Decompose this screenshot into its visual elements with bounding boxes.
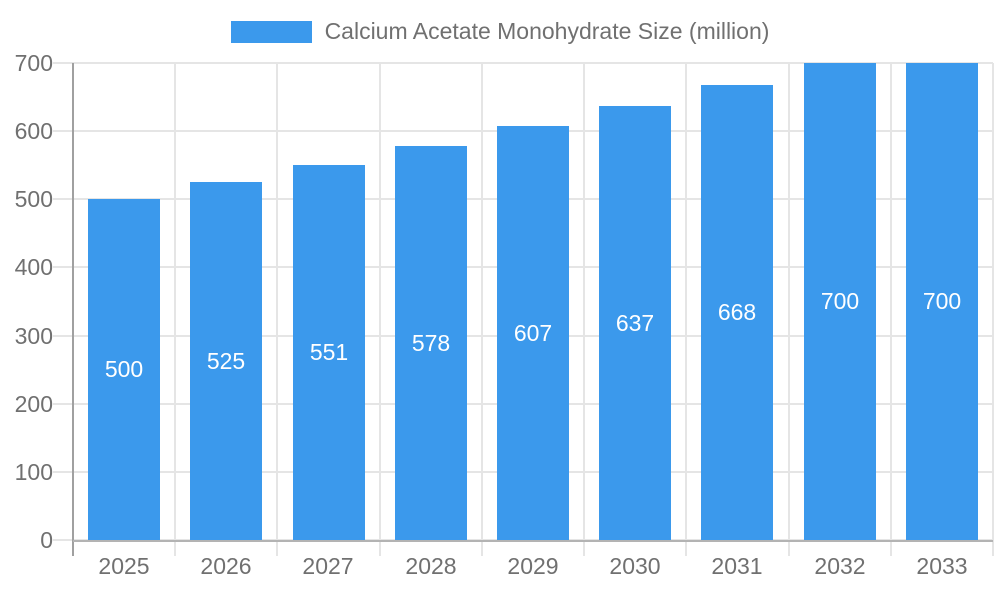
- bar-value-label: 607: [513, 319, 553, 346]
- bar: 637: [599, 106, 671, 540]
- grid-line-v: [685, 63, 687, 556]
- grid-line-v: [788, 63, 790, 556]
- plot-area: 500 525 551 578 607 637 668 700 700: [53, 62, 994, 556]
- bar: 700: [804, 63, 876, 540]
- grid-line-v: [992, 63, 994, 556]
- y-axis-label: 500: [14, 186, 53, 212]
- bar-value-label: 637: [615, 309, 655, 336]
- y-axis-label: 100: [14, 459, 53, 485]
- y-axis-line: [72, 63, 74, 556]
- bar: 500: [88, 199, 160, 540]
- y-axis-label: 400: [14, 254, 53, 280]
- legend-swatch: [230, 20, 312, 43]
- chart-legend: Calcium Acetate Monohydrate Size (millio…: [0, 18, 1000, 45]
- bar: 525: [190, 182, 262, 540]
- grid-line-v: [583, 63, 585, 556]
- bar-value-label: 500: [104, 356, 144, 382]
- bar-value-label: 551: [309, 339, 349, 365]
- grid-line-v: [276, 63, 278, 556]
- x-axis-label: 2027: [302, 553, 354, 579]
- legend-label: Calcium Acetate Monohydrate Size (millio…: [324, 18, 770, 44]
- bar: 607: [497, 126, 569, 540]
- y-axis-label: 700: [14, 50, 53, 76]
- grid-line-v: [481, 63, 483, 556]
- grid-line-v: [379, 63, 381, 556]
- x-axis-line: [73, 540, 993, 542]
- bar-value-label: 668: [717, 299, 757, 325]
- bar-value-label: 700: [922, 288, 962, 314]
- grid-line-v: [174, 63, 176, 556]
- y-axis-label: 200: [14, 391, 53, 417]
- bar-value-label: 578: [411, 329, 451, 356]
- bar-value-label: 700: [820, 288, 860, 314]
- x-axis-label: 2031: [711, 553, 763, 579]
- x-axis-label: 2029: [507, 553, 559, 579]
- x-axis-label: 2030: [609, 553, 661, 579]
- bar: 700: [906, 63, 978, 540]
- x-axis-label: 2032: [814, 553, 866, 579]
- x-axis-label: 2028: [405, 553, 457, 579]
- bar-value-label: 525: [206, 347, 246, 374]
- grid-line-h: [53, 62, 993, 64]
- bar: 578: [395, 146, 467, 540]
- y-axis-label: 600: [14, 118, 53, 144]
- grid-line-v: [890, 63, 892, 556]
- x-axis-label: 2025: [98, 553, 150, 579]
- x-axis-label: 2033: [916, 553, 968, 579]
- y-axis-label: 300: [14, 323, 53, 349]
- bar: 668: [701, 85, 773, 540]
- y-axis-label: 0: [40, 527, 53, 553]
- bar: 551: [293, 165, 365, 540]
- x-axis-label: 2026: [200, 553, 252, 579]
